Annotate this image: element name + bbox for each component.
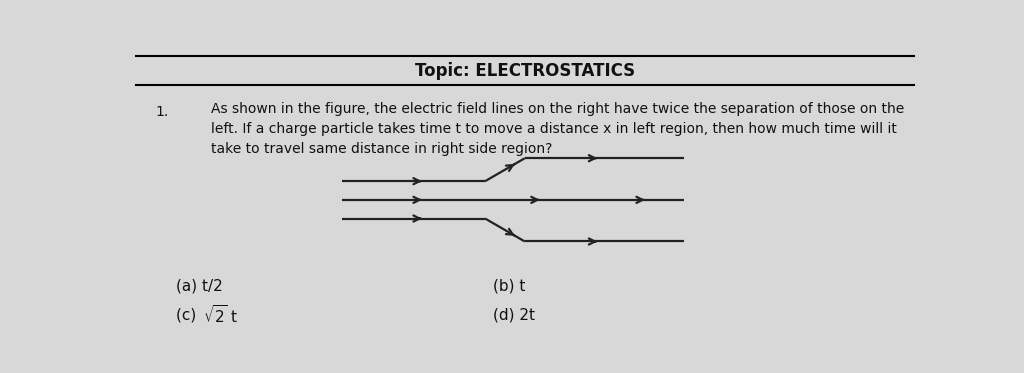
Text: 1.: 1.: [156, 105, 169, 119]
Text: $\sqrt{2}$ t: $\sqrt{2}$ t: [204, 304, 239, 326]
Text: As shown in the figure, the electric field lines on the right have twice the sep: As shown in the figure, the electric fie…: [211, 102, 904, 156]
Text: (a) t/2: (a) t/2: [176, 279, 222, 294]
Text: (b) t: (b) t: [494, 279, 525, 294]
Text: (c): (c): [176, 307, 201, 322]
Text: Topic: ELECTROSTATICS: Topic: ELECTROSTATICS: [415, 62, 635, 79]
Text: (d) 2t: (d) 2t: [494, 307, 536, 322]
